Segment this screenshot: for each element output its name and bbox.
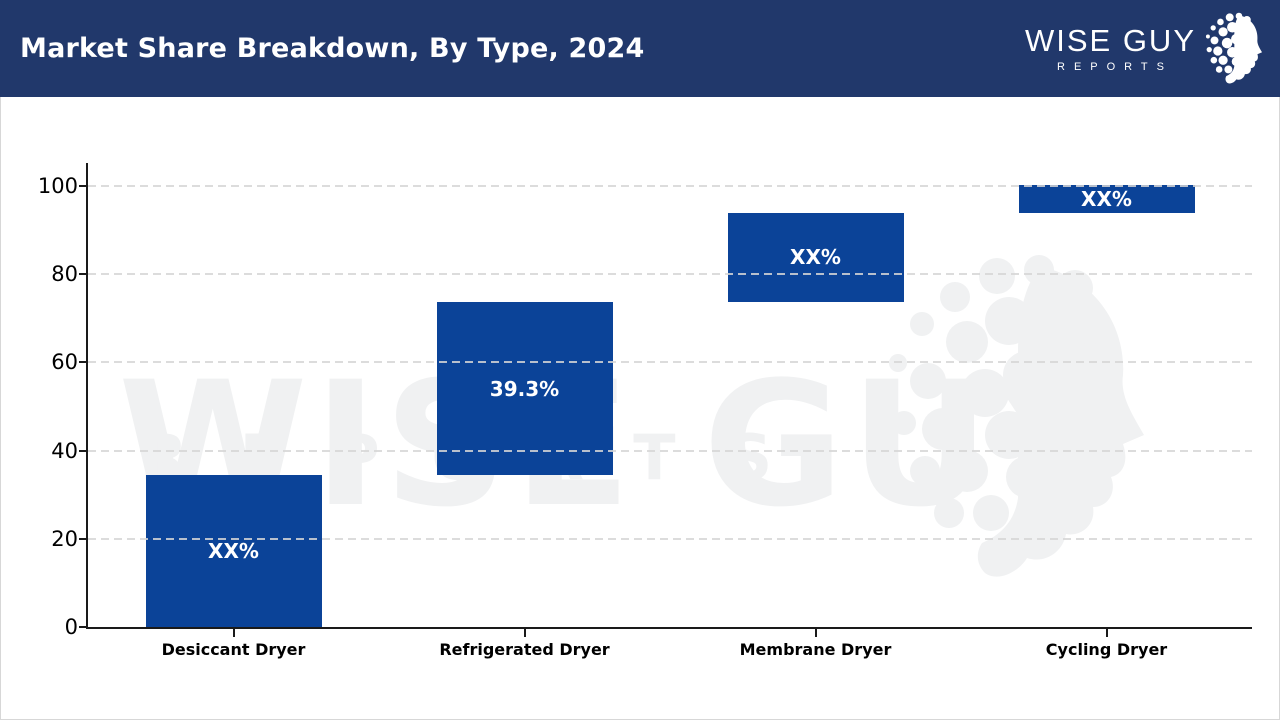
- gridline: [88, 449, 1252, 452]
- x-axis-label: Membrane Dryer: [739, 640, 892, 659]
- bar-membrane-dryer: XX%: [727, 212, 904, 302]
- x-tick-mark: [1105, 629, 1108, 637]
- y-tick-mark: [79, 537, 86, 540]
- x-tick-mark: [814, 629, 817, 637]
- y-tick-mark: [79, 626, 86, 628]
- y-tick-mark: [79, 449, 86, 452]
- bar-value-label: XX%: [790, 245, 841, 270]
- bar-desiccant-dryer: XX%: [145, 475, 322, 627]
- gridline: [88, 537, 1252, 540]
- gridline: [88, 273, 1252, 276]
- x-axis-label: Cycling Dryer: [1045, 640, 1168, 659]
- bar-value-label: XX%: [1081, 187, 1132, 211]
- y-tick-label: 40: [51, 438, 78, 463]
- x-axis-label: Refrigerated Dryer: [439, 640, 610, 659]
- bar-cycling-dryer: XX%: [1018, 185, 1195, 213]
- y-tick-label: 100: [37, 174, 78, 198]
- gridline: [88, 361, 1252, 364]
- y-tick-mark: [79, 185, 86, 187]
- y-tick-mark: [79, 361, 86, 364]
- y-tick-label: 0: [64, 615, 78, 639]
- x-axis-label: Desiccant Dryer: [161, 640, 306, 659]
- y-tick-label: 60: [51, 350, 78, 375]
- header-bar: Market Share Breakdown, By Type, 2024 WI…: [0, 0, 1280, 97]
- bar-value-label: 39.3%: [489, 376, 560, 401]
- gridline: [88, 185, 1252, 187]
- y-tick-mark: [79, 273, 86, 276]
- logo-reports-text: REPORTS: [1057, 60, 1173, 73]
- x-axis-line: [86, 627, 1252, 629]
- head-silhouette-icon: [1205, 12, 1263, 83]
- x-tick-mark: [232, 629, 235, 637]
- bar-value-label: XX%: [208, 539, 259, 564]
- y-tick-label: 20: [51, 526, 78, 551]
- page-title: Market Share Breakdown, By Type, 2024: [20, 33, 645, 64]
- x-tick-mark: [523, 629, 526, 637]
- brand-logo: WISE GUY REPORTS: [1025, 10, 1266, 88]
- y-tick-label: 80: [51, 262, 78, 287]
- y-axis-line: [86, 163, 88, 629]
- logo-wiseguy-text: WISE GUY: [1024, 22, 1196, 58]
- bar-refrigerated-dryer: 39.3%: [436, 301, 613, 476]
